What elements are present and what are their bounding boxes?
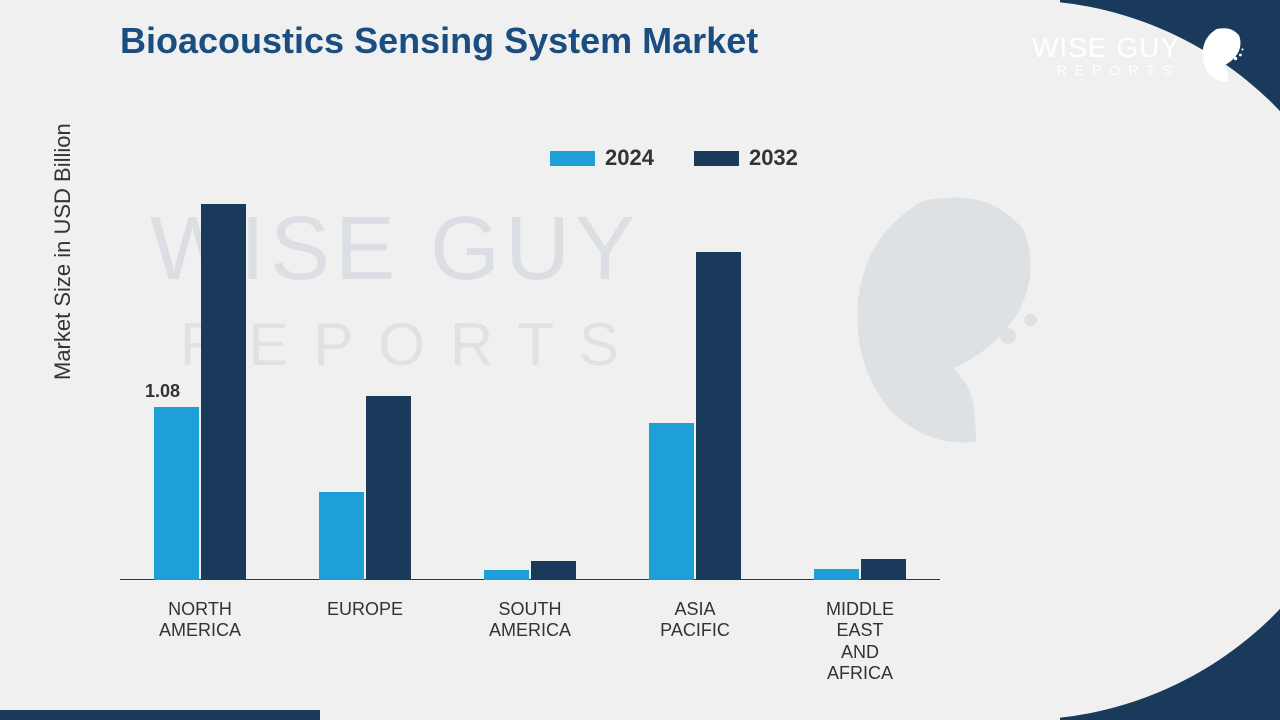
head-icon: [1190, 20, 1260, 90]
legend-label-2032: 2032: [749, 145, 798, 171]
x-axis-label: ASIA PACIFIC: [615, 599, 775, 685]
legend-swatch-2024: [550, 151, 595, 166]
legend-item-2032: 2032: [694, 145, 798, 171]
bar-2032: [531, 561, 576, 580]
y-axis-label: Market Size in USD Billion: [50, 123, 76, 380]
chart-legend: 2024 2032: [550, 145, 798, 171]
chart-area: 1.08 NORTH AMERICAEUROPESOUTH AMERICAASI…: [120, 180, 940, 600]
bar-group: [780, 559, 940, 580]
x-axis-label: SOUTH AMERICA: [450, 599, 610, 685]
legend-swatch-2032: [694, 151, 739, 166]
bars-container: 1.08: [120, 180, 940, 580]
bar-group: [450, 561, 610, 580]
bar-2024: [154, 407, 199, 580]
logo-main-text: WISE GUY: [1032, 32, 1180, 64]
bar-2032: [696, 252, 741, 580]
x-labels-row: NORTH AMERICAEUROPESOUTH AMERICAASIA PAC…: [120, 599, 940, 685]
bar-2024: [484, 570, 529, 580]
x-axis-label: NORTH AMERICA: [120, 599, 280, 685]
bar-2032: [861, 559, 906, 580]
logo: WISE GUY REPORTS: [1032, 20, 1260, 90]
bar-2024: [649, 423, 694, 580]
bar-2032: [366, 396, 411, 580]
x-axis-label: EUROPE: [285, 599, 445, 685]
bar-2024: [814, 569, 859, 580]
bar-group: 1.08: [120, 204, 280, 580]
bar-group: [285, 396, 445, 580]
legend-item-2024: 2024: [550, 145, 654, 171]
x-axis-label: MIDDLE EAST AND AFRICA: [780, 599, 940, 685]
legend-label-2024: 2024: [605, 145, 654, 171]
bottom-accent-bar: [0, 710, 320, 720]
bar-group: [615, 252, 775, 580]
bar-2032: [201, 204, 246, 580]
bar-2024: [319, 492, 364, 580]
chart-title: Bioacoustics Sensing System Market: [120, 20, 758, 62]
logo-sub-text: REPORTS: [1057, 62, 1180, 78]
bar-value-label: 1.08: [145, 381, 180, 402]
